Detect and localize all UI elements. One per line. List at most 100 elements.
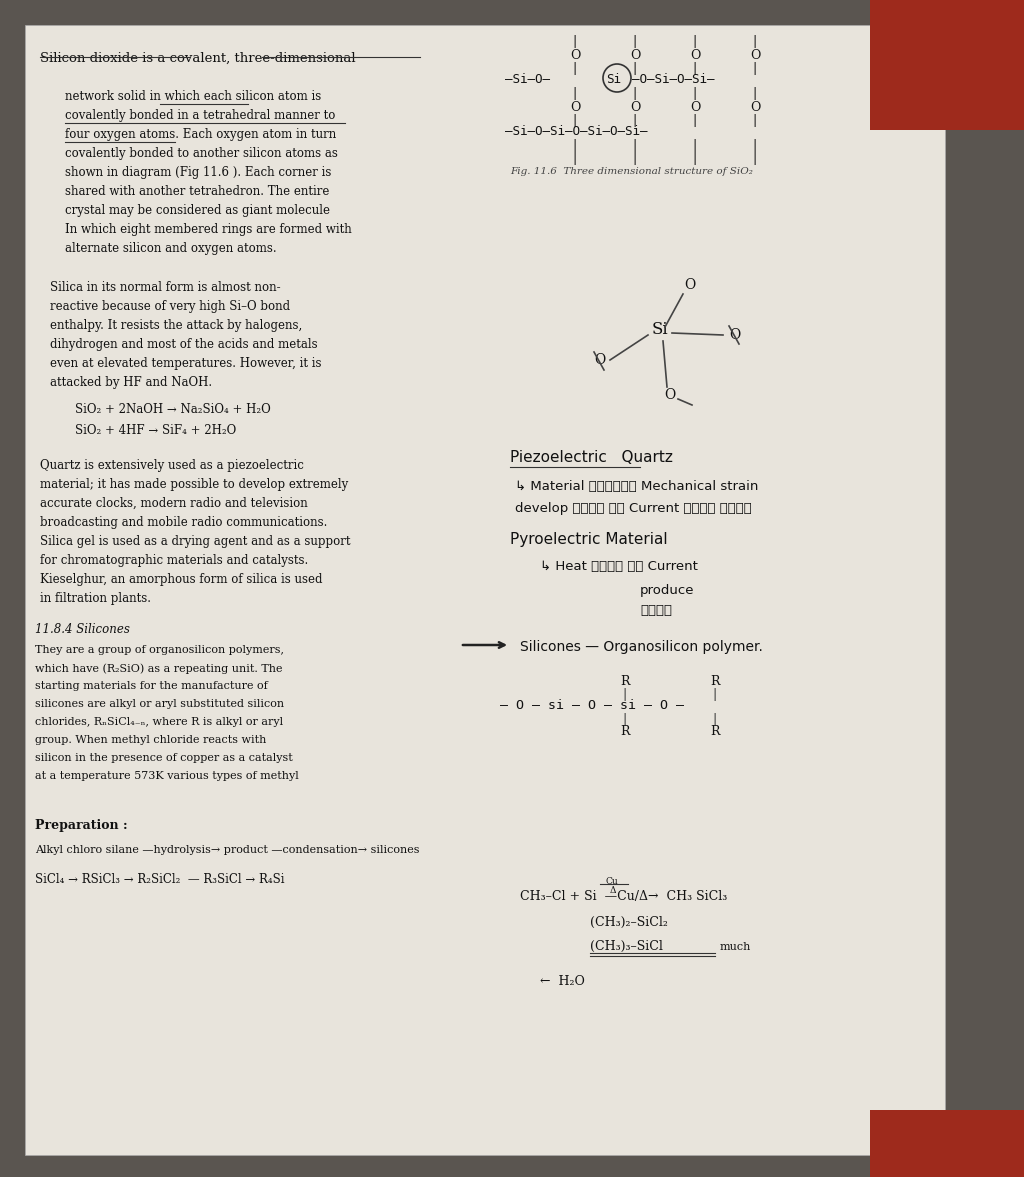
Text: Piezoelectric   Quartz: Piezoelectric Quartz (510, 450, 673, 465)
Text: covalently bonded to another silicon atoms as: covalently bonded to another silicon ato… (65, 147, 338, 160)
Text: covalently bonded in a tetrahedral manner to: covalently bonded in a tetrahedral manne… (65, 109, 336, 122)
Text: Si: Si (606, 73, 622, 86)
Text: |: | (572, 114, 578, 127)
Text: reactive because of very high Si–O bond: reactive because of very high Si–O bond (50, 300, 290, 313)
Text: shared with another tetrahedron. The entire: shared with another tetrahedron. The ent… (65, 185, 330, 198)
Text: Silicones — Organosilicon polymer.: Silicones — Organosilicon polymer. (520, 640, 763, 654)
Text: |: | (623, 713, 627, 726)
Text: –Si–O–Si–O–Si–O–Si–: –Si–O–Si–O–Si–O–Si– (505, 125, 647, 138)
Text: |: | (633, 62, 637, 75)
Text: |: | (572, 139, 578, 152)
Text: करते: करते (640, 604, 672, 617)
Text: silicon in the presence of copper as a catalyst: silicon in the presence of copper as a c… (35, 753, 293, 763)
Text: Quartz is extensively used as a piezoelectric: Quartz is extensively used as a piezoele… (40, 459, 304, 472)
Text: ←  H₂O: ← H₂O (540, 975, 585, 988)
Text: even at elevated temperatures. However, it is: even at elevated temperatures. However, … (50, 357, 322, 370)
Text: SiCl₄ → RSiCl₃ → R₂SiCl₂  — R₃SiCl → R₄Si: SiCl₄ → RSiCl₃ → R₂SiCl₂ — R₃SiCl → R₄Si (35, 873, 285, 886)
Text: Δ: Δ (610, 886, 616, 895)
Text: Pyroelectric Material: Pyroelectric Material (510, 532, 668, 547)
Text: alternate silicon and oxygen atoms.: alternate silicon and oxygen atoms. (65, 242, 276, 255)
Text: O: O (569, 49, 581, 62)
Text: Kieselghur, an amorphous form of silica is used: Kieselghur, an amorphous form of silica … (40, 573, 323, 586)
Text: Silica gel is used as a drying agent and as a support: Silica gel is used as a drying agent and… (40, 536, 350, 548)
Text: enthalpy. It resists the attack by halogens,: enthalpy. It resists the attack by halog… (50, 319, 302, 332)
Text: Silicon dioxide is a covalent, three-dimensional: Silicon dioxide is a covalent, three-dim… (40, 52, 355, 65)
Text: Silica in its normal form is almost non-: Silica in its normal form is almost non- (50, 281, 281, 294)
Text: |: | (693, 114, 697, 127)
Text: |: | (753, 87, 757, 100)
Text: |: | (572, 152, 578, 165)
Text: develop करने से Current पैदा होता: develop करने से Current पैदा होता (515, 503, 752, 516)
Text: |: | (633, 139, 637, 152)
Text: material; it has made possible to develop extremely: material; it has made possible to develo… (40, 478, 348, 491)
Text: |: | (693, 87, 697, 100)
Text: |: | (693, 35, 697, 48)
Text: –O–Si–O–Si–: –O–Si–O–Si– (632, 73, 715, 86)
Text: accurate clocks, modern radio and television: accurate clocks, modern radio and televi… (40, 497, 308, 510)
Text: CH₃–Cl + Si  —Cu/Δ→  CH₃ SiCl₃: CH₃–Cl + Si —Cu/Δ→ CH₃ SiCl₃ (520, 890, 727, 903)
Text: R: R (711, 725, 720, 738)
Text: |: | (633, 152, 637, 165)
Text: Fig. 11.6  Three dimensional structure of SiO₂: Fig. 11.6 Three dimensional structure of… (510, 167, 753, 177)
Text: |: | (753, 152, 757, 165)
Text: much: much (720, 942, 752, 952)
Text: Alkyl chloro silane —hydrolysis→ product —condensation→ silicones: Alkyl chloro silane —hydrolysis→ product… (35, 845, 420, 855)
Text: starting materials for the manufacture of: starting materials for the manufacture o… (35, 681, 267, 691)
Text: |: | (693, 139, 697, 152)
Bar (870, 1110, 1024, 1177)
Text: O: O (630, 49, 640, 62)
Text: network solid in which each silicon atom is: network solid in which each silicon atom… (65, 89, 322, 104)
Text: O: O (594, 353, 605, 367)
Text: Si: Si (651, 321, 669, 339)
Text: |: | (572, 87, 578, 100)
Text: R: R (621, 725, 630, 738)
Text: |: | (633, 35, 637, 48)
Text: O: O (750, 49, 760, 62)
Text: |: | (633, 114, 637, 127)
Text: |: | (693, 62, 697, 75)
Text: |: | (713, 713, 717, 726)
Text: in filtration plants.: in filtration plants. (40, 592, 151, 605)
Text: –Si–O–: –Si–O– (505, 73, 550, 86)
Text: |: | (753, 62, 757, 75)
Text: (CH₃)₃–SiCl: (CH₃)₃–SiCl (590, 940, 663, 953)
Text: produce: produce (640, 584, 694, 597)
Text: |: | (623, 689, 627, 701)
Text: broadcasting and mobile radio communications.: broadcasting and mobile radio communicat… (40, 516, 328, 528)
Text: |: | (633, 87, 637, 100)
Text: O: O (690, 101, 700, 114)
Text: Cu: Cu (605, 877, 617, 886)
Text: four oxygen atoms. Each oxygen atom in turn: four oxygen atoms. Each oxygen atom in t… (65, 128, 336, 141)
Text: |: | (572, 35, 578, 48)
Text: for chromatographic materials and catalysts.: for chromatographic materials and cataly… (40, 554, 308, 567)
Text: |: | (753, 35, 757, 48)
Text: Preparation :: Preparation : (35, 819, 128, 832)
Text: |: | (753, 114, 757, 127)
Text: ↳ Heat करने पर Current: ↳ Heat करने पर Current (540, 560, 698, 573)
Text: at a temperature 573K various types of methyl: at a temperature 573K various types of m… (35, 771, 299, 782)
Text: SiO₂ + 2NaOH → Na₂SiO₄ + H₂O: SiO₂ + 2NaOH → Na₂SiO₄ + H₂O (75, 403, 270, 415)
Text: |: | (753, 139, 757, 152)
Text: group. When methyl chloride reacts with: group. When methyl chloride reacts with (35, 734, 266, 745)
Text: (CH₃)₂–SiCl₂: (CH₃)₂–SiCl₂ (590, 916, 668, 929)
Text: chlorides, RₙSiCl₄₋ₙ, where R is alkyl or aryl: chlorides, RₙSiCl₄₋ₙ, where R is alkyl o… (35, 717, 283, 727)
Text: O: O (569, 101, 581, 114)
Text: dihydrogen and most of the acids and metals: dihydrogen and most of the acids and met… (50, 338, 317, 351)
Text: R: R (711, 674, 720, 689)
Text: – O – si – O – si – O –: – O – si – O – si – O – (500, 699, 684, 712)
Text: crystal may be considered as giant molecule: crystal may be considered as giant molec… (65, 204, 330, 217)
Text: |: | (713, 689, 717, 701)
Text: silicones are alkyl or aryl substituted silicon: silicones are alkyl or aryl substituted … (35, 699, 284, 709)
Bar (25, 25, 945, 1155)
Text: O: O (690, 49, 700, 62)
Text: O: O (729, 328, 740, 343)
Text: |: | (572, 62, 578, 75)
Text: which have (R₂SiO) as a repeating unit. The: which have (R₂SiO) as a repeating unit. … (35, 663, 283, 673)
Text: attacked by HF and NaOH.: attacked by HF and NaOH. (50, 375, 212, 390)
Bar (870, 0, 1024, 129)
Text: In which eight membered rings are formed with: In which eight membered rings are formed… (65, 222, 352, 237)
Text: 11.8.4 Silicones: 11.8.4 Silicones (35, 623, 130, 636)
Text: They are a group of organosilicon polymers,: They are a group of organosilicon polyme… (35, 645, 284, 654)
Text: O: O (665, 388, 676, 403)
Text: O: O (630, 101, 640, 114)
